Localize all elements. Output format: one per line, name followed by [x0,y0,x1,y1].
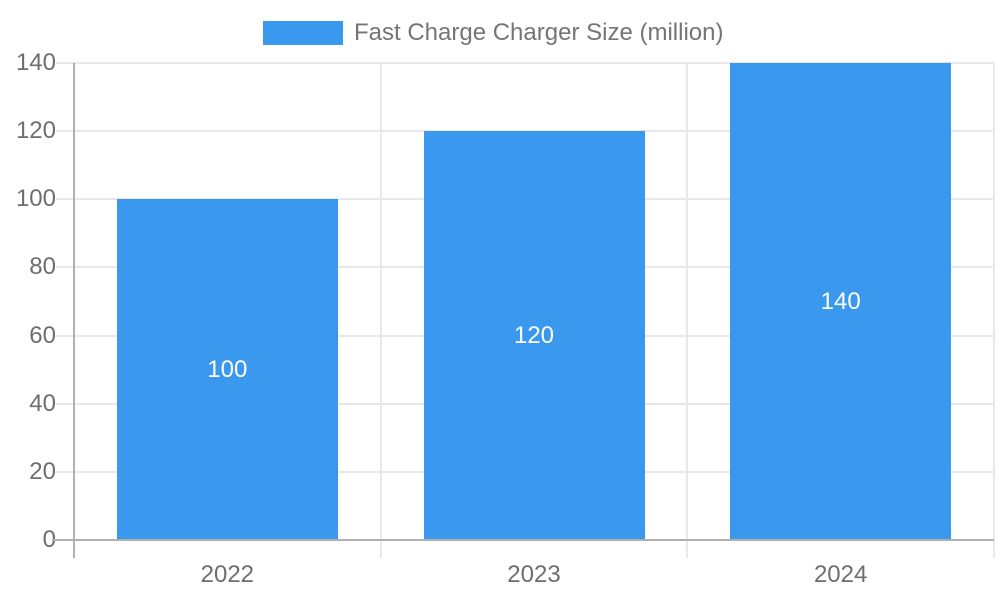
y-axis-tick-label: 100 [15,185,56,213]
y-axis-tick-label: 40 [29,389,56,417]
y-axis-tick-label: 120 [15,117,56,145]
category-divider-line [686,63,689,558]
y-axis-line [73,63,75,558]
x-axis-tick-label: 2023 [507,561,561,588]
bar-2023[interactable] [423,131,645,540]
y-axis-tick-label: 0 [42,526,56,553]
bar-value-label: 120 [513,321,555,349]
bar-2022[interactable] [116,199,338,540]
y-axis-tick-label: 140 [15,49,56,76]
x-axis-baseline [52,539,994,541]
y-axis-tick-label: 80 [29,253,56,281]
bar-value-label: 100 [207,355,248,383]
bar-2024[interactable] [730,63,952,540]
category-divider-line [379,63,382,558]
legend-series-label: Fast Charge Charger Size (million) [354,19,724,46]
legend-color-swatch [263,21,343,45]
bar-value-label: 140 [820,287,861,315]
y-gridline [56,62,994,64]
y-axis-tick-label: 20 [29,457,56,485]
x-axis-tick-label: 2024 [813,561,868,588]
category-divider-line [993,63,995,558]
y-axis-tick-label: 60 [29,321,56,349]
x-axis-tick-label: 2022 [200,561,255,588]
chart-legend: Fast Charge Charger Size (million) [263,19,723,47]
